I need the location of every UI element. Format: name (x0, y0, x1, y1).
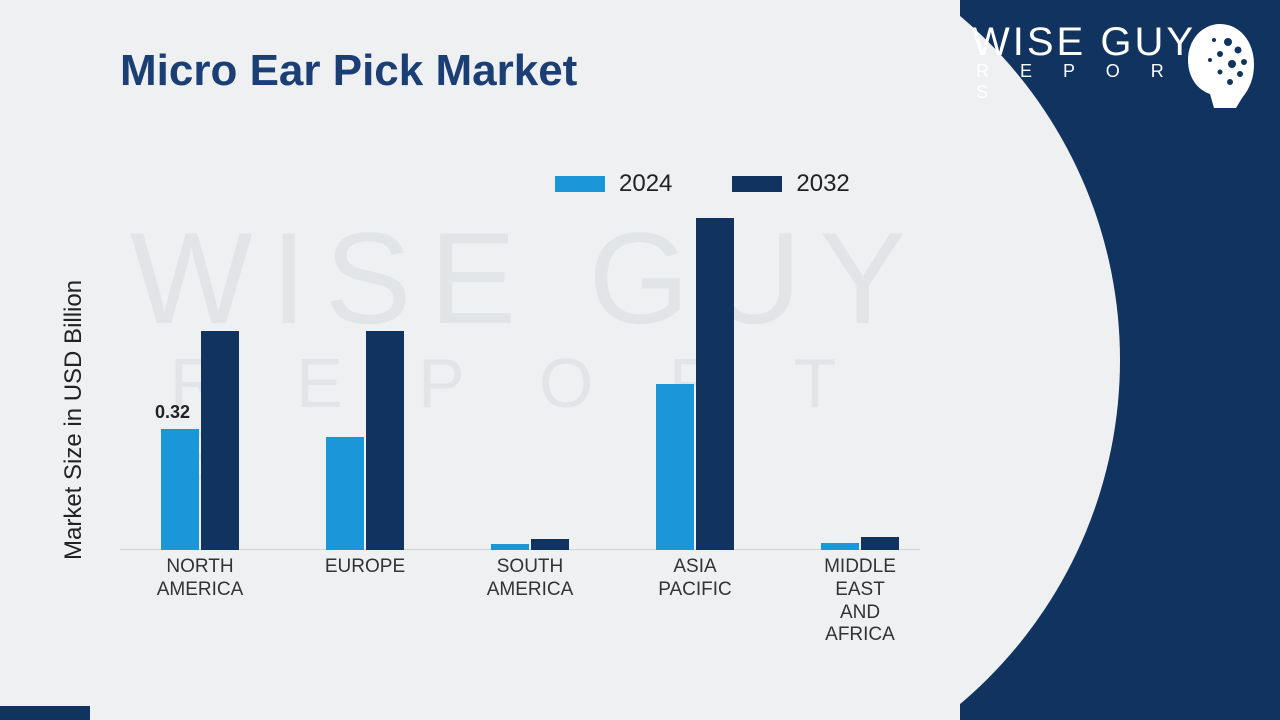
footer-accent-bar (0, 706, 90, 720)
logo-line1: WISE GUY (972, 20, 1196, 65)
x-axis-category-label: SOUTHAMERICA (455, 556, 605, 602)
bar-series-a (821, 543, 859, 550)
chart-canvas: WISE GUY R E P O R T S Micro Ear Pick Ma… (0, 0, 1280, 720)
legend: 2024 2032 (555, 170, 850, 198)
bar-series-a (326, 437, 364, 550)
legend-swatch-a (555, 176, 605, 192)
bar-series-a (491, 544, 529, 550)
brand-logo: WISE GUY R E P O R T S (972, 20, 1252, 103)
x-axis-category-label: NORTHAMERICA (125, 556, 275, 602)
x-axis-category-label: ASIAPACIFIC (620, 556, 770, 602)
chart-title: Micro Ear Pick Market (120, 46, 577, 96)
bar-series-b (696, 218, 734, 550)
bar-series-a (656, 384, 694, 550)
legend-label-b: 2032 (796, 170, 849, 198)
legend-swatch-b (732, 176, 782, 192)
legend-label-a: 2024 (619, 170, 672, 198)
x-axis-category-label: EUROPE (290, 556, 440, 579)
legend-item-2032: 2032 (732, 170, 849, 198)
plot-area: 0.32 (120, 210, 920, 550)
bar-series-b (201, 331, 239, 550)
legend-item-2024: 2024 (555, 170, 672, 198)
y-axis-label: Market Size in USD Billion (60, 280, 88, 560)
bar-value-label: 0.32 (155, 402, 190, 423)
bar-series-a (161, 429, 199, 550)
x-axis-category-label: MIDDLEEASTANDAFRICA (785, 556, 935, 647)
bar-series-b (531, 539, 569, 550)
bar-series-b (366, 331, 404, 550)
ai-head-icon (1180, 20, 1258, 110)
bar-series-b (861, 537, 899, 550)
